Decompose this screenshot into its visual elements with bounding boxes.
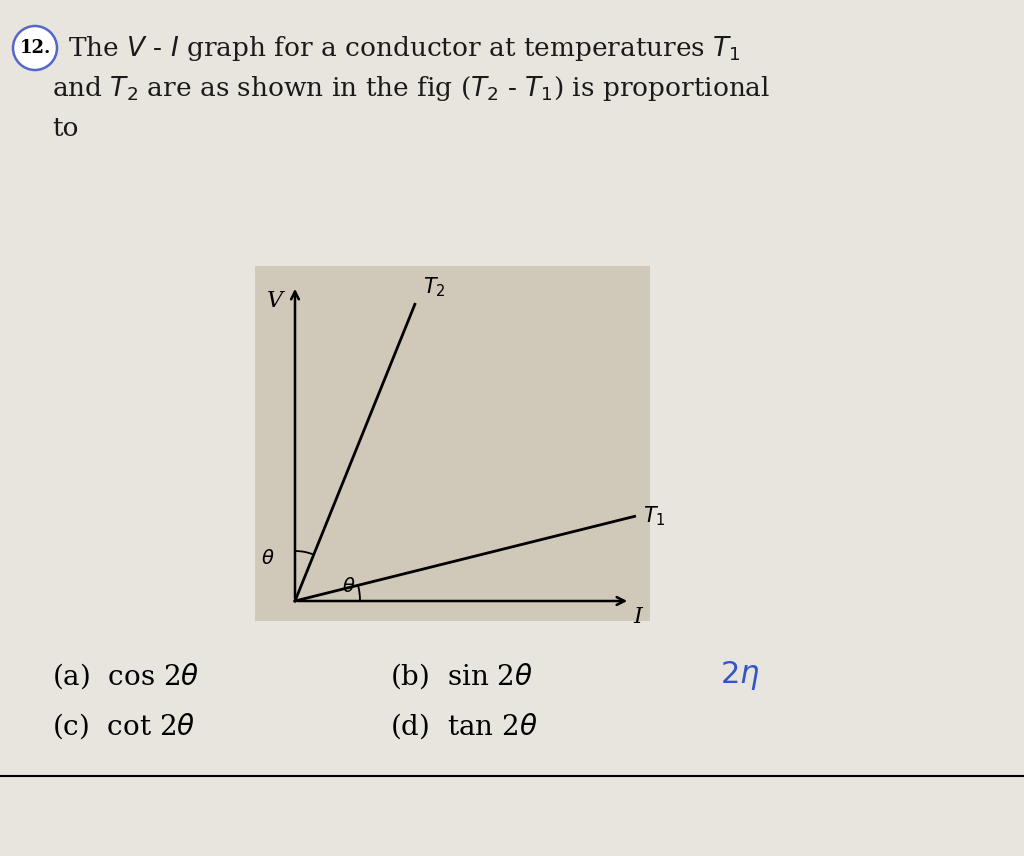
Text: $2\eta$: $2\eta$ [720,659,760,693]
Text: The $V$ - $\,\!I$ graph for a conductor at temperatures $T_1$: The $V$ - $\,\!I$ graph for a conductor … [68,33,741,62]
Text: $\theta$: $\theta$ [342,577,355,596]
Text: (c)  cot 2$\theta$: (c) cot 2$\theta$ [52,711,196,741]
Circle shape [13,26,57,70]
Text: I: I [634,606,642,628]
Text: (d)  tan 2$\theta$: (d) tan 2$\theta$ [390,711,538,741]
Text: 12.: 12. [19,39,50,57]
Text: (a)  cos 2$\theta$: (a) cos 2$\theta$ [52,661,200,691]
Text: to: to [52,116,79,140]
Text: and $T_2$ are as shown in the fig ($T_2$ - $T_1$) is proportional: and $T_2$ are as shown in the fig ($T_2$… [52,74,770,103]
Text: $T_1$: $T_1$ [643,504,666,528]
Text: $T_2$: $T_2$ [423,276,445,300]
Text: (b)  sin 2$\theta$: (b) sin 2$\theta$ [390,661,532,691]
Bar [255,266,650,621]
Text: $\theta$: $\theta$ [261,549,274,568]
Text: V: V [267,290,283,312]
